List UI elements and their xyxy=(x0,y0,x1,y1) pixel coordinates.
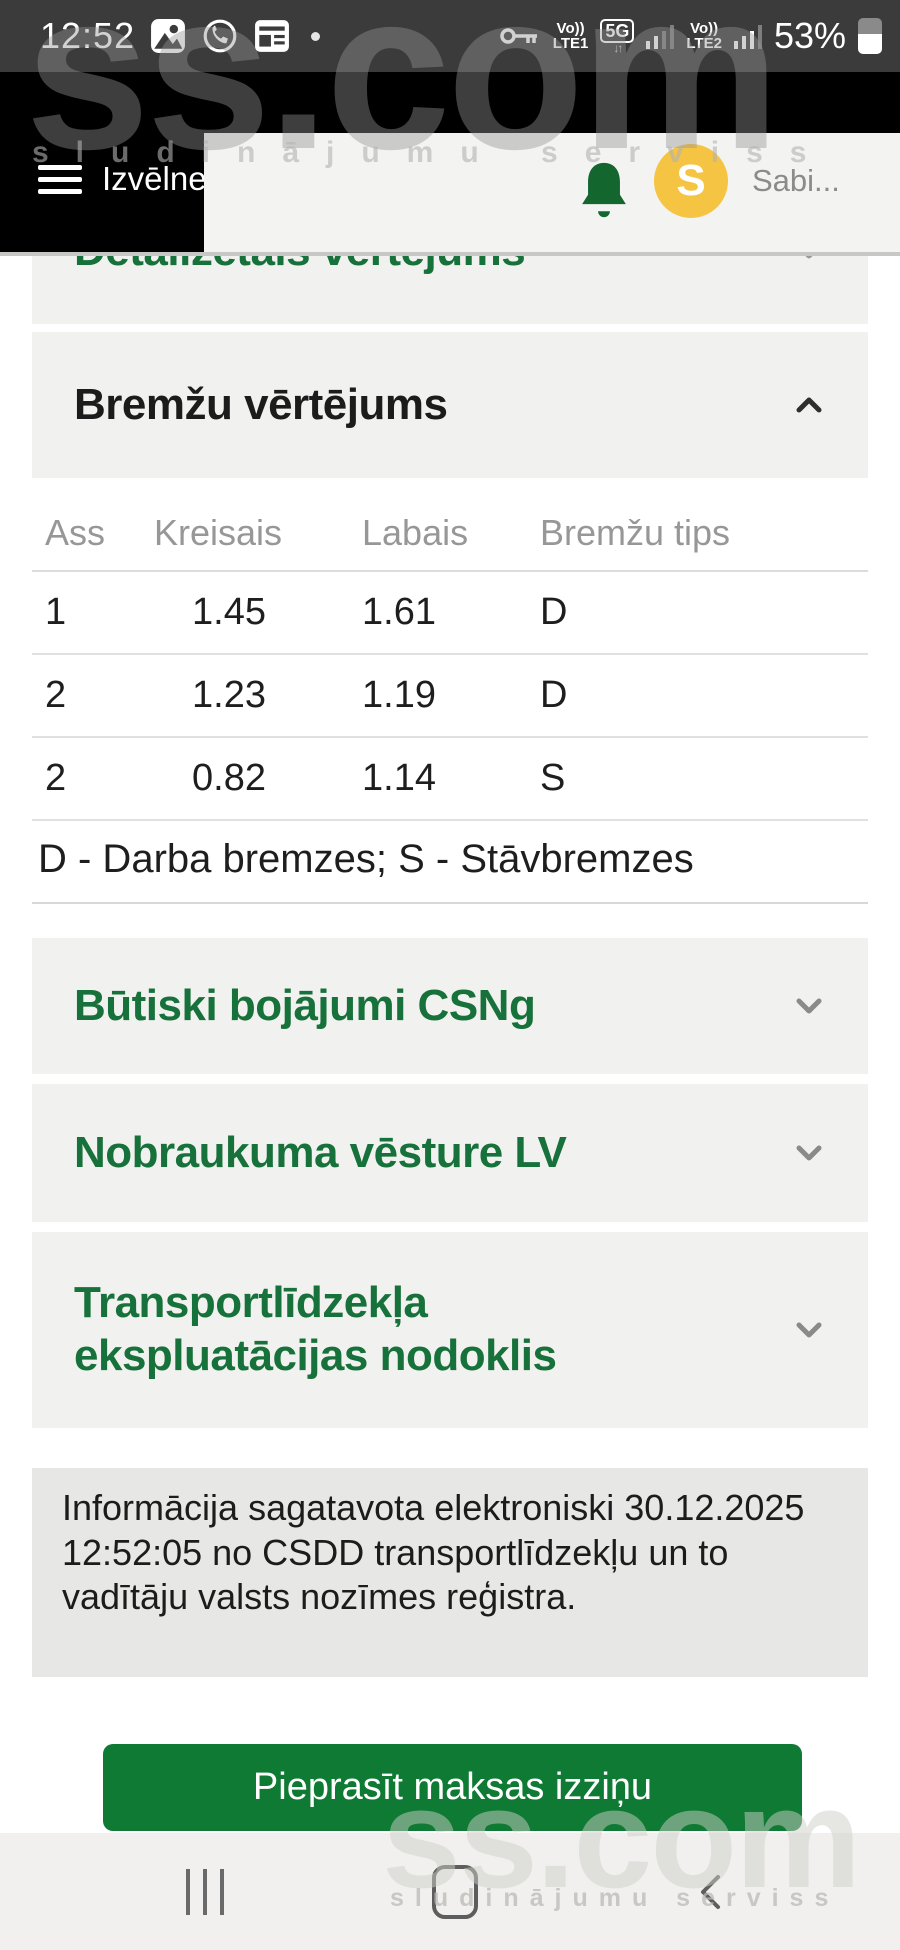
section-title: Būtiski bojājumi CSNg xyxy=(74,980,536,1030)
back-chevron-icon xyxy=(701,1874,720,1909)
info-notice-text: Informācija sagatavota elektroniski 30.1… xyxy=(62,1487,805,1617)
cell-ass: 2 xyxy=(32,737,154,821)
cell-kreisais: 1.23 xyxy=(154,654,362,738)
section-title: Bremžu vērtējums xyxy=(74,379,448,429)
gallery-notification-icon xyxy=(151,19,186,53)
cell-labais: 1.19 xyxy=(362,654,540,738)
section-ekspluatacijas-nodoklis[interactable]: Transportlīdzekļa ekspluatācijas nodokli… xyxy=(32,1232,868,1428)
sim2-volte-indicator: Vo)) LTE2 xyxy=(686,20,722,52)
section-nobraukuma-vesture[interactable]: Nobraukuma vēsture LV xyxy=(32,1084,868,1222)
section-bremzu-vertejums[interactable]: Bremžu vērtējums xyxy=(32,332,868,478)
app-header: 12:52 xyxy=(0,0,900,256)
home-icon xyxy=(432,1864,478,1919)
menu-button[interactable]: Izvēlne xyxy=(38,160,207,198)
table-row: 2 0.82 1.14 S xyxy=(32,737,868,821)
chevron-down-icon xyxy=(796,1322,822,1338)
sim1-volte-indicator: Vo)) LTE1 xyxy=(552,20,589,52)
cell-bremzu-tips: S xyxy=(540,737,868,821)
cell-labais: 1.61 xyxy=(362,571,540,655)
brake-type-legend: D - Darba bremzes; S - Stāvbremzes xyxy=(32,821,868,904)
col-header-labais: Labais xyxy=(362,500,540,572)
brake-table: Ass Kreisais Labais Bremžu tips 1 1.45 1… xyxy=(32,500,868,904)
sim2-signal-icon xyxy=(733,25,762,49)
col-header-bremzu-tips: Bremžu tips xyxy=(540,500,868,572)
whatsapp-notification-icon xyxy=(203,19,237,53)
table-row: 1 1.45 1.61 D xyxy=(32,571,868,655)
cell-ass: 1 xyxy=(32,571,154,655)
notifications-bell-icon[interactable] xyxy=(578,159,630,221)
cell-kreisais: 0.82 xyxy=(154,737,362,821)
table-row: 2 1.23 1.19 D xyxy=(32,654,868,738)
battery-icon xyxy=(858,18,882,54)
section-butiski-bojajumi[interactable]: Būtiski bojājumi CSNg xyxy=(32,938,868,1074)
cell-ass: 2 xyxy=(32,654,154,738)
5g-indicator: 5G ↓↑ xyxy=(600,18,635,54)
chevron-down-icon xyxy=(796,998,822,1014)
home-button[interactable] xyxy=(415,1833,495,1950)
clock: 12:52 xyxy=(40,15,136,56)
back-button[interactable] xyxy=(670,1833,750,1950)
battery-percentage: 53% xyxy=(773,15,846,56)
info-notice-box: Informācija sagatavota elektroniski 30.1… xyxy=(32,1468,868,1677)
calendar-notification-icon xyxy=(255,20,290,52)
cell-kreisais: 1.45 xyxy=(154,571,362,655)
avatar[interactable]: S xyxy=(654,144,728,218)
chevron-down-icon xyxy=(796,1145,822,1161)
col-header-ass: Ass xyxy=(32,500,154,572)
chevron-up-icon xyxy=(796,397,822,413)
recent-apps-button[interactable] xyxy=(160,1833,250,1950)
notification-dot xyxy=(311,31,321,41)
cell-bremzu-tips: D xyxy=(540,654,868,738)
username-label: Sabi... xyxy=(752,163,840,198)
android-statusbar: 12:52 xyxy=(0,0,900,72)
header-user-panel: S Sabi... xyxy=(204,133,900,252)
section-title: Nobraukuma vēsture LV xyxy=(74,1127,567,1177)
menu-label: Izvēlne xyxy=(102,160,207,197)
cell-labais: 1.14 xyxy=(362,737,540,821)
section-title: Transportlīdzekļa ekspluatācijas nodokli… xyxy=(74,1278,557,1380)
request-paid-report-button[interactable]: Pieprasīt maksas izziņu xyxy=(103,1744,802,1831)
cell-bremzu-tips: D xyxy=(540,571,868,655)
col-header-kreisais: Kreisais xyxy=(154,500,362,572)
hamburger-icon xyxy=(38,164,82,194)
table-header-row: Ass Kreisais Labais Bremžu tips xyxy=(32,500,868,572)
vpn-key-icon xyxy=(500,28,537,44)
sim1-signal-icon xyxy=(646,25,675,49)
android-navbar xyxy=(0,1833,900,1950)
